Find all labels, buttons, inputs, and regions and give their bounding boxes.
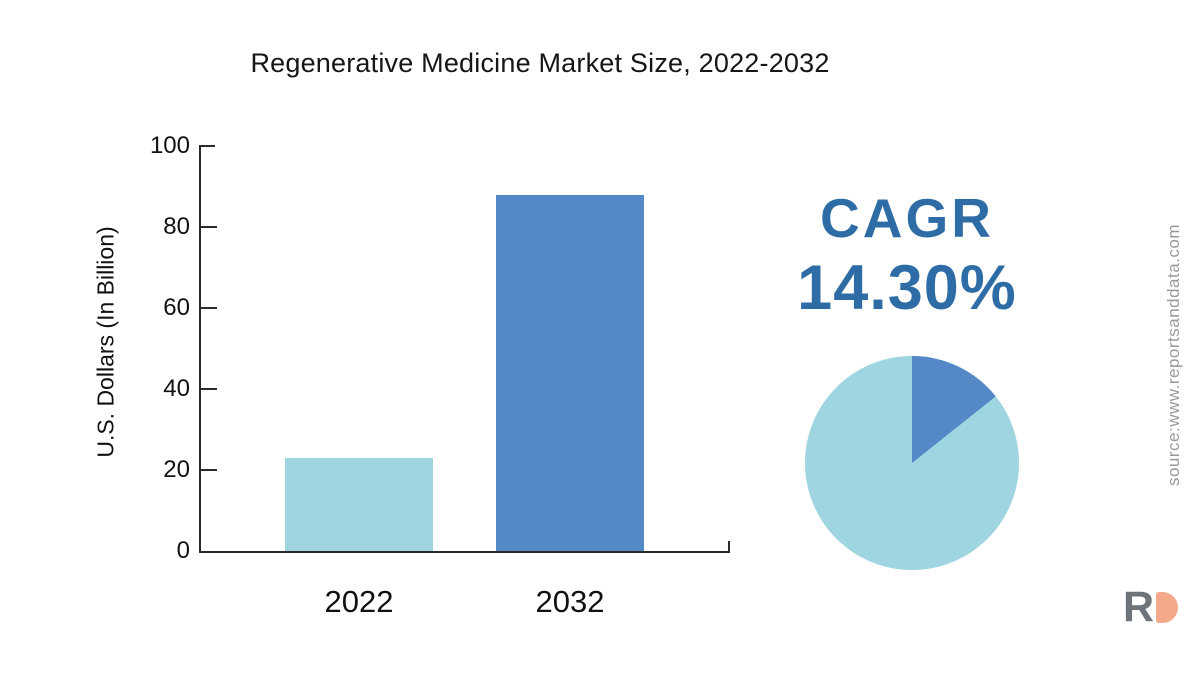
logo-d-icon <box>1156 591 1179 623</box>
source-note: source:www.reportsanddata.com <box>1164 223 1183 487</box>
bar-2032 <box>496 195 644 551</box>
y-tick-mark <box>201 226 217 228</box>
y-tick-label: 40 <box>163 375 190 402</box>
x-axis-end-cap <box>728 541 730 553</box>
cagr-value: 14.30% <box>797 253 1017 323</box>
y-tick-mark <box>201 307 217 309</box>
y-tick-mark <box>201 388 217 390</box>
x-tick-label: 2022 <box>324 584 394 619</box>
bar-2022 <box>285 458 433 551</box>
y-tick-mark <box>201 469 217 471</box>
y-axis <box>199 145 201 553</box>
y-tick-label: 100 <box>149 132 190 159</box>
brand-logo: R <box>1123 583 1179 631</box>
pie-slice-cagr <box>912 356 996 463</box>
pie-chart <box>805 356 1019 570</box>
y-axis-top-cap <box>200 145 215 147</box>
y-tick-label: 80 <box>163 213 190 240</box>
y-tick-label: 60 <box>163 294 190 321</box>
logo-letter-r: R <box>1123 583 1155 631</box>
y-axis-label: U.S. Dollars (In Billion) <box>92 226 119 458</box>
y-tick-label: 0 <box>176 537 190 564</box>
chart-title: Regenerative Medicine Market Size, 2022-… <box>250 48 830 78</box>
x-axis <box>199 551 730 553</box>
y-tick-label: 20 <box>163 456 190 483</box>
cagr-label: CAGR <box>820 187 994 249</box>
x-tick-label: 2032 <box>535 584 605 619</box>
